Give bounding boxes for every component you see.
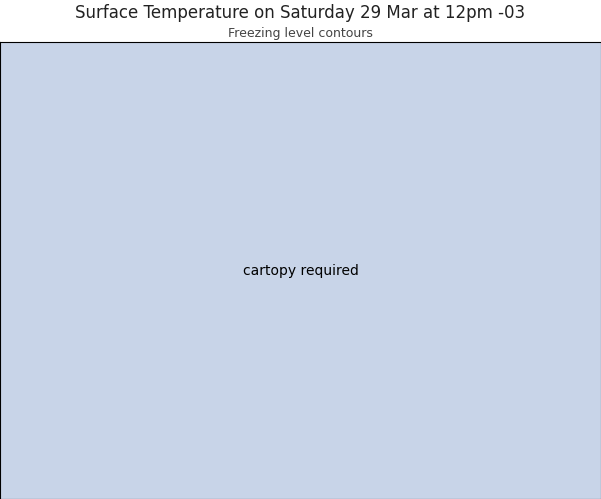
Text: cartopy required: cartopy required bbox=[243, 263, 358, 278]
Text: Freezing level contours: Freezing level contours bbox=[228, 26, 373, 39]
Text: Surface Temperature on Saturday 29 Mar at 12pm -03: Surface Temperature on Saturday 29 Mar a… bbox=[76, 3, 525, 22]
